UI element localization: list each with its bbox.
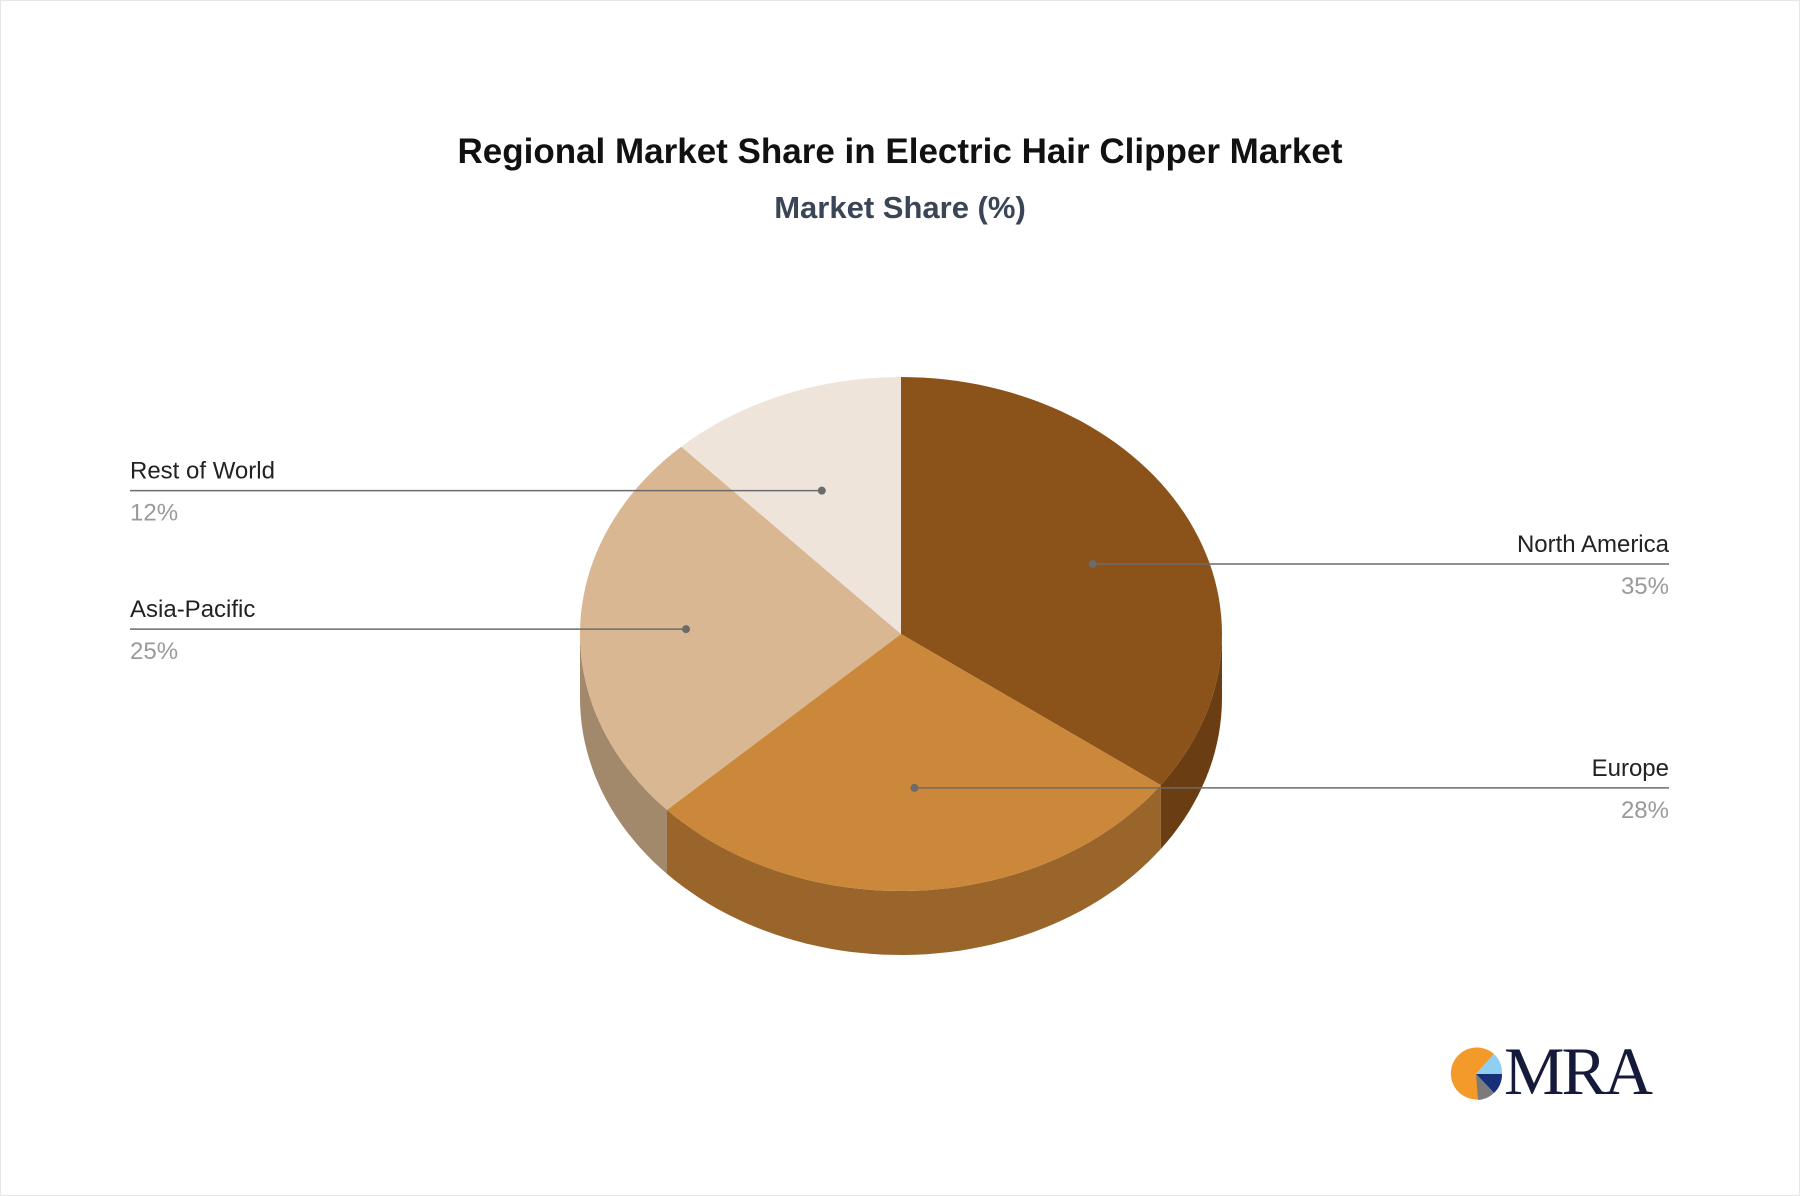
pie-side-europe (667, 785, 1161, 955)
value-label-europe: 28% (1621, 797, 1669, 824)
label-asia-pacific: Asia-Pacific (130, 596, 255, 623)
pie-slice-asia-pacific (580, 446, 901, 810)
leader-dot-rest-of-world (817, 486, 826, 495)
pie-side-asia-pacific (580, 634, 667, 874)
chart-subtitle: Market Share (%) (774, 190, 1026, 225)
pie-slice-europe (667, 634, 1161, 891)
pie-side-north-america (1160, 634, 1222, 850)
value-label-rest-of-world: 12% (130, 500, 178, 527)
mra-logo: MRA (1448, 1033, 1653, 1110)
leader-dot-asia-pacific (682, 625, 691, 634)
label-rest-of-world: Rest of World (130, 458, 275, 485)
value-label-asia-pacific: 25% (130, 638, 178, 665)
leader-dot-north-america (1088, 559, 1097, 568)
chart-title: Regional Market Share in Electric Hair C… (457, 132, 1343, 171)
label-europe: Europe (1592, 755, 1669, 782)
logo-text: MRA (1504, 1033, 1653, 1109)
label-north-america: North America (1517, 531, 1670, 558)
leader-dot-europe (910, 783, 919, 792)
logo-pie-icon (1450, 1047, 1503, 1100)
pie-slice-rest-of-world (681, 377, 901, 634)
pie-slice-north-america (901, 377, 1222, 786)
value-label-north-america: 35% (1621, 573, 1669, 600)
